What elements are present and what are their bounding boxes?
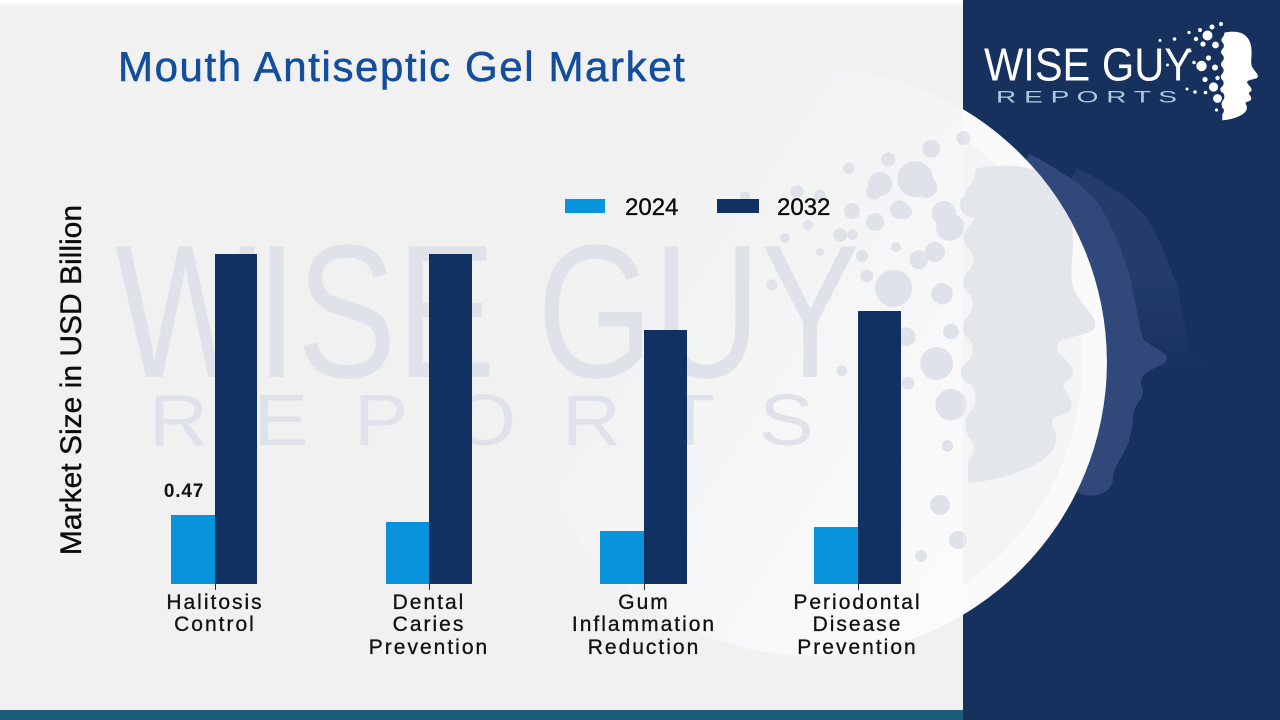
svg-text:R E P O R T S: R E P O R T S — [149, 380, 825, 461]
svg-text:WISE GUY: WISE GUY — [984, 39, 1192, 91]
svg-text:R E P O R T S: R E P O R T S — [996, 88, 1177, 106]
